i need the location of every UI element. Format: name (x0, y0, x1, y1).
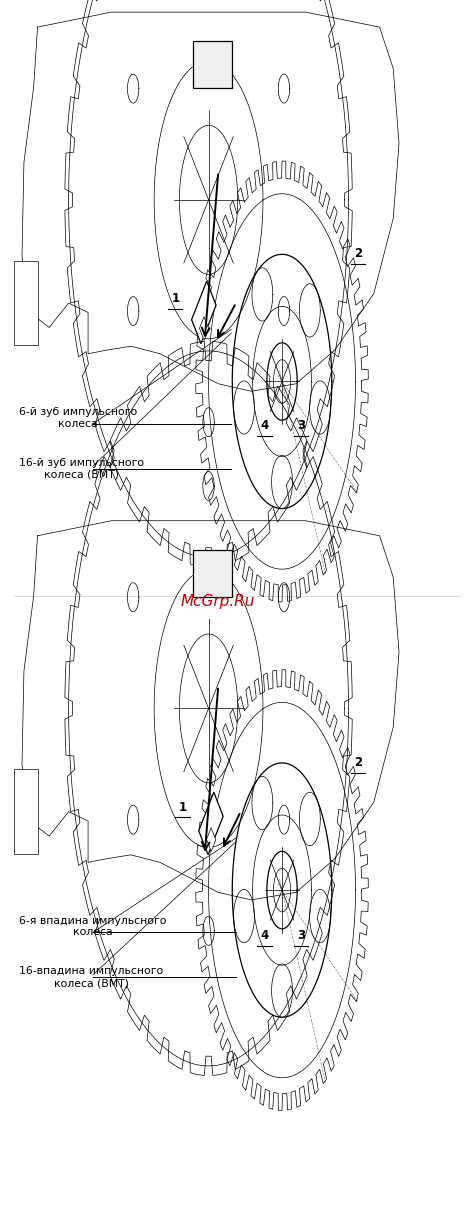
Text: 4: 4 (260, 419, 269, 432)
FancyBboxPatch shape (193, 550, 232, 597)
Text: 16-впадина импульсного
колеса (ВМТ): 16-впадина импульсного колеса (ВМТ) (19, 966, 163, 988)
Text: 2: 2 (354, 247, 362, 260)
Text: 2: 2 (354, 756, 362, 769)
Text: 4: 4 (260, 929, 269, 942)
Text: 6-й зуб импульсного
колеса: 6-й зуб импульсного колеса (19, 407, 137, 429)
Text: McGrp.Ru: McGrp.Ru (180, 595, 255, 609)
Polygon shape (191, 281, 216, 344)
Polygon shape (200, 317, 209, 340)
Text: 6-я впадина импульсного
колеса: 6-я впадина импульсного колеса (19, 916, 166, 937)
Text: 1: 1 (178, 800, 187, 814)
Text: 1: 1 (171, 292, 180, 305)
Text: 3: 3 (297, 929, 305, 942)
Bar (14, 260, 37, 345)
Bar (14, 769, 37, 854)
Text: 16-й зуб импульсного
колеса (ВМТ): 16-й зуб импульсного колеса (ВМТ) (19, 458, 144, 480)
Polygon shape (207, 828, 216, 851)
Polygon shape (199, 792, 223, 855)
FancyBboxPatch shape (193, 41, 232, 88)
Text: 3: 3 (297, 419, 305, 432)
